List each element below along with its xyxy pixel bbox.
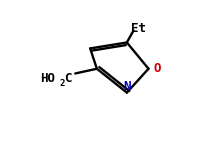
Text: HO: HO — [40, 72, 55, 85]
Text: Et: Et — [131, 22, 146, 35]
Text: N: N — [123, 80, 131, 93]
Text: O: O — [154, 62, 161, 75]
Text: C: C — [64, 72, 72, 85]
Text: 2: 2 — [59, 79, 65, 88]
